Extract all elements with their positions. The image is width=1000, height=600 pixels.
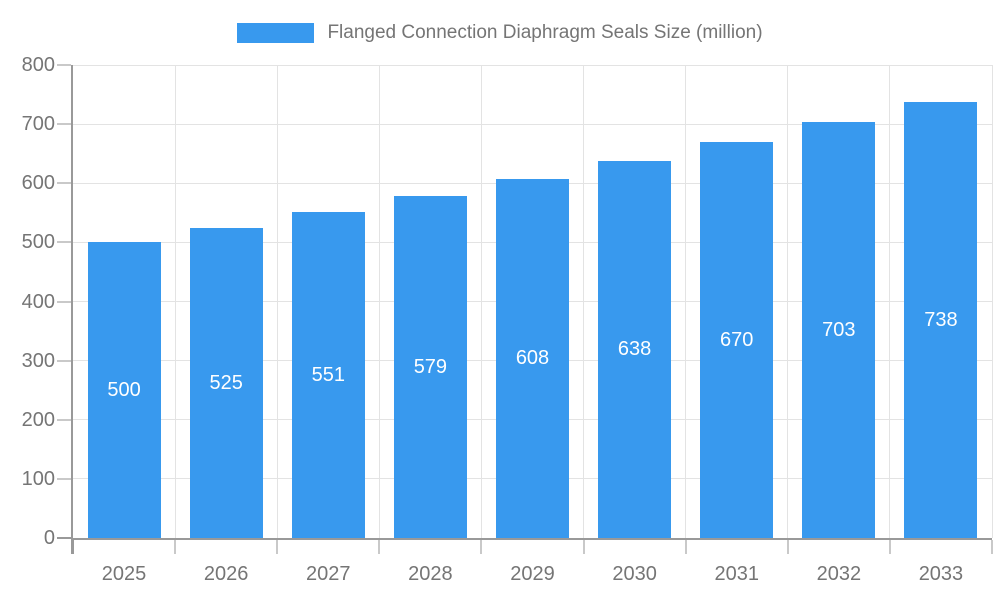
x-tick [991, 540, 993, 554]
x-tick-label: 2025 [101, 563, 147, 585]
bar-2033[interactable]: 738 [904, 101, 978, 538]
bar-2026[interactable]: 525 [189, 227, 263, 538]
x-tick [582, 540, 585, 554]
x-tick-label: 2033 [918, 563, 964, 585]
y-gridline [73, 123, 992, 125]
x-gridline [276, 65, 278, 538]
y-tick-label: 500 [21, 231, 55, 254]
bar-2030[interactable]: 638 [598, 160, 672, 538]
y-tick [57, 123, 71, 126]
legend-label: Flanged Connection Diaphragm Seals Size … [327, 22, 763, 43]
x-tick-label: 2030 [612, 563, 657, 585]
y-tick [57, 64, 71, 66]
x-tick [72, 540, 74, 554]
y-tick [57, 477, 71, 480]
y-tick [57, 300, 71, 303]
bar-value-label: 738 [924, 308, 958, 331]
y-tick-label: 0 [43, 527, 55, 549]
y-tick-label: 300 [21, 349, 55, 372]
y-tick-label: 600 [21, 172, 55, 195]
bar-value-label: 703 [822, 319, 856, 342]
x-tick [684, 540, 687, 554]
y-tick [57, 241, 71, 244]
x-tick [786, 540, 789, 554]
bar-value-label: 608 [515, 347, 550, 370]
y-tick-label: 400 [21, 290, 55, 313]
y-tick [57, 359, 71, 362]
y-axis-line [71, 65, 73, 554]
bar-value-label: 579 [413, 355, 448, 378]
bar-2025[interactable]: 500 [87, 242, 161, 538]
x-tick-label: 2032 [816, 563, 862, 585]
y-tick [57, 537, 71, 539]
bar-value-label: 525 [209, 371, 243, 394]
bar-2028[interactable]: 579 [393, 195, 467, 538]
bar-2027[interactable]: 551 [291, 212, 365, 538]
chart-legend[interactable]: Flanged Connection Diaphragm Seals Size … [0, 22, 1000, 44]
x-gridline [889, 65, 891, 538]
y-tick-label: 200 [21, 408, 55, 431]
bar-2029[interactable]: 608 [496, 178, 569, 538]
y-tick-label: 800 [21, 54, 55, 76]
x-tick [480, 540, 483, 554]
bar-2032[interactable]: 703 [802, 122, 876, 538]
x-tick-label: 2026 [203, 563, 249, 585]
legend-swatch [237, 23, 315, 43]
y-tick-label: 100 [21, 467, 55, 490]
x-gridline [583, 65, 585, 538]
x-axis-line [71, 538, 992, 540]
bar-value-label: 500 [107, 379, 141, 402]
x-tick-label: 2028 [408, 563, 453, 585]
bar-value-label: 670 [720, 328, 754, 351]
x-tick [276, 540, 279, 554]
x-gridline [378, 65, 380, 538]
x-gridline [787, 65, 789, 538]
x-gridline [685, 65, 687, 538]
x-tick [378, 540, 381, 554]
x-tick-label: 2029 [510, 563, 555, 585]
x-tick-label: 2027 [306, 563, 351, 585]
y-gridline [73, 64, 992, 66]
x-tick [888, 540, 891, 554]
bar-value-label: 638 [617, 338, 652, 361]
bar-value-label: 551 [311, 364, 345, 387]
bar-2031[interactable]: 670 [700, 141, 774, 538]
y-tick [57, 418, 71, 421]
x-gridline [480, 65, 482, 538]
x-tick [174, 540, 177, 554]
y-tick-label: 700 [21, 113, 55, 136]
x-gridline [991, 65, 993, 538]
plot-area: 500 525 551 579 608 638 670 703 738 0 100 200 300 400… [22, 54, 993, 585]
x-tick-label: 2031 [714, 563, 759, 585]
y-tick [57, 182, 71, 185]
x-gridline [174, 65, 176, 538]
